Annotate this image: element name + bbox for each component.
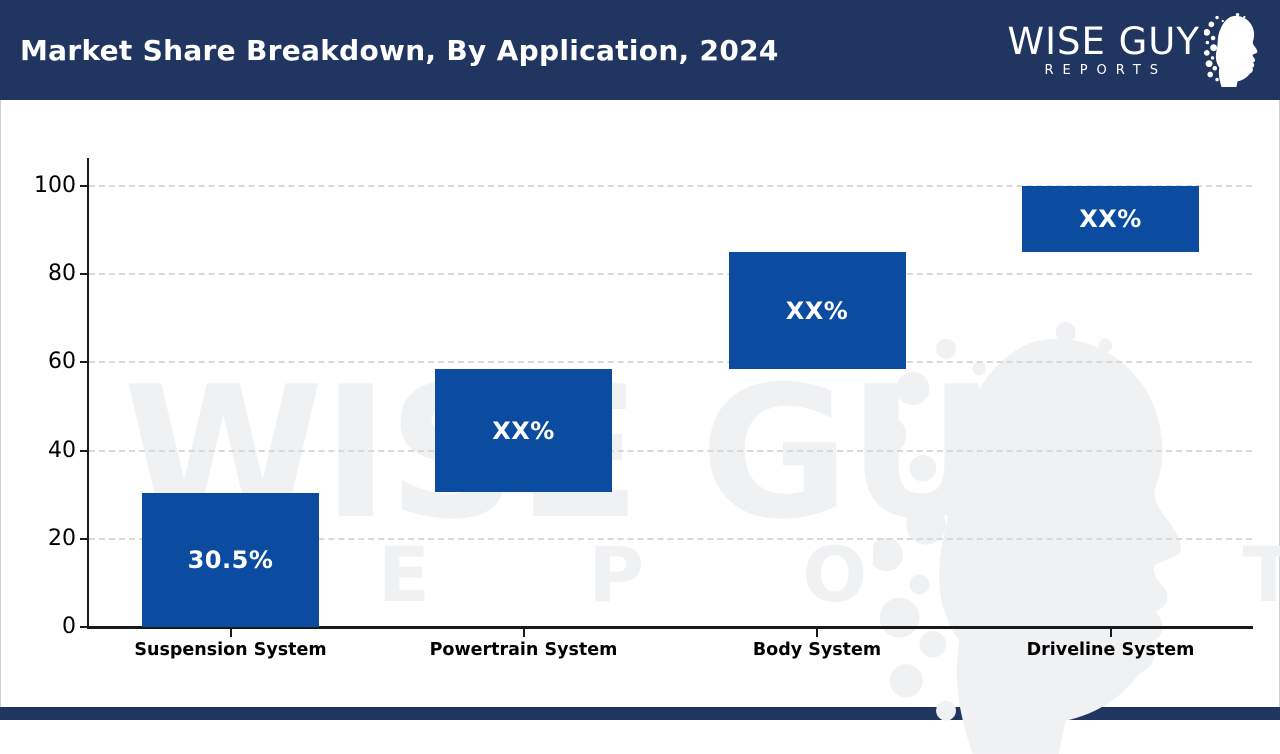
x-tick-mark bbox=[816, 629, 818, 637]
page-title: Market Share Breakdown, By Application, … bbox=[20, 33, 779, 67]
header-bar: Market Share Breakdown, By Application, … bbox=[0, 0, 1280, 100]
wiseguy-logo-text: WISE GUY REPORTS bbox=[1008, 23, 1200, 78]
x-tick-label-body-system: Body System bbox=[752, 640, 882, 660]
y-tick-label: 40 bbox=[48, 437, 76, 463]
y-tick-label: 20 bbox=[48, 525, 76, 551]
x-axis bbox=[87, 626, 1253, 629]
y-tick-label: 60 bbox=[48, 349, 76, 375]
y-tick-mark bbox=[80, 449, 88, 452]
gridline-y-80 bbox=[89, 273, 1252, 276]
wiseguy-logo-subtitle: REPORTS bbox=[1044, 62, 1168, 78]
x-tick-label-powertrain-system: Powertrain System bbox=[429, 640, 618, 660]
bar-value-label: XX% bbox=[1079, 205, 1142, 234]
x-tick-mark bbox=[1109, 629, 1112, 637]
y-tick-label: 100 bbox=[34, 173, 76, 199]
x-tick-mark bbox=[522, 629, 525, 637]
wiseguy-logo-wordmark: WISE GUY bbox=[1007, 19, 1200, 63]
x-tick-mark bbox=[229, 629, 232, 637]
bar-body-system: XX% bbox=[728, 252, 906, 370]
bar-driveline-system: XX% bbox=[1022, 186, 1199, 253]
y-tick-mark bbox=[80, 626, 88, 628]
bar-value-label: XX% bbox=[492, 416, 555, 445]
wiseguy-logo: WISE GUY REPORTS bbox=[1008, 13, 1262, 87]
footer-bar bbox=[0, 707, 1280, 720]
x-tick-label-driveline-system: Driveline System bbox=[1026, 640, 1195, 660]
gridline-y-60 bbox=[89, 361, 1252, 364]
wiseguy-head-icon bbox=[1204, 13, 1258, 87]
y-tick-mark bbox=[80, 537, 88, 540]
gridline-y-20 bbox=[89, 537, 1252, 540]
gridline-y-100 bbox=[89, 185, 1252, 188]
y-tick-label: 80 bbox=[48, 261, 76, 287]
x-tick-label-suspension-system: Suspension System bbox=[134, 640, 327, 660]
bar-value-label: XX% bbox=[785, 296, 849, 325]
bar-value-label: 30.5% bbox=[187, 545, 274, 574]
y-tick-mark bbox=[80, 273, 88, 276]
gridline-y-40 bbox=[89, 449, 1252, 452]
bar-powertrain-system: XX% bbox=[435, 369, 612, 493]
y-tick-label: 0 bbox=[62, 614, 76, 639]
y-axis bbox=[87, 158, 89, 628]
y-tick-mark bbox=[80, 185, 88, 188]
bar-suspension-system: 30.5% bbox=[142, 492, 319, 627]
y-tick-mark bbox=[80, 361, 88, 364]
